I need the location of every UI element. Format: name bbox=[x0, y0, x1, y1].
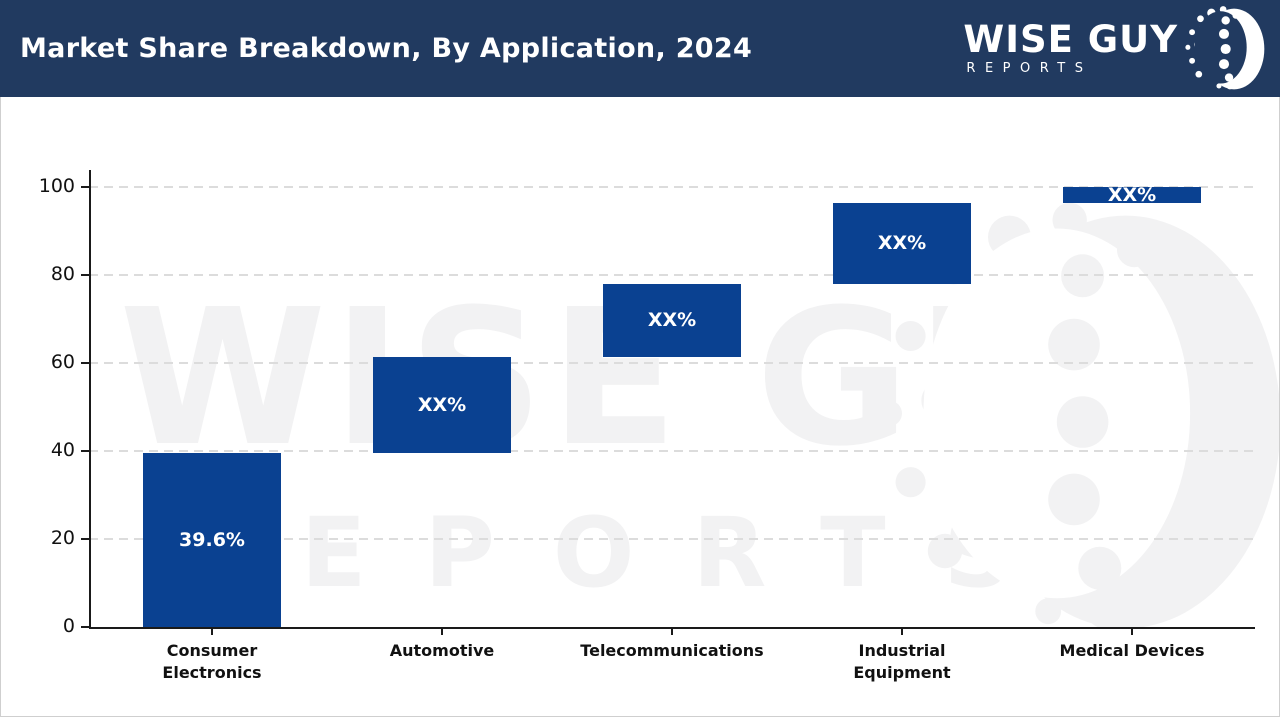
chart-canvas: WISE GUY REPORTS 0 20 40 60 80 100 39.6% Consum… bbox=[0, 97, 1280, 717]
y-tick-label: 60 bbox=[50, 351, 75, 373]
gridline bbox=[89, 538, 1254, 540]
x-tick-label: Automotive bbox=[389, 641, 495, 660]
y-tick-mark bbox=[81, 362, 89, 364]
y-tick-label: 40 bbox=[50, 439, 75, 461]
logo-wordmark: WISE GUY bbox=[963, 18, 1178, 61]
x-axis-line bbox=[89, 627, 1255, 629]
page-title: Market Share Breakdown, By Application, … bbox=[20, 33, 753, 64]
watermark-subtitle: REPORTS bbox=[169, 497, 1071, 609]
x-tick-mark bbox=[1131, 629, 1133, 635]
x-tick-label: Medical Devices bbox=[1059, 641, 1205, 660]
bar-segment: 39.6% bbox=[143, 452, 281, 627]
y-tick-mark bbox=[81, 626, 89, 628]
gridline bbox=[89, 362, 1254, 364]
gridline bbox=[89, 450, 1254, 452]
header-bar: Market Share Breakdown, By Application, … bbox=[0, 0, 1280, 97]
x-tick-label: Industrial Equipment bbox=[853, 641, 951, 682]
plot-area: 0 20 40 60 80 100 39.6% Consumer Electronics XX%… bbox=[1, 97, 1279, 716]
logo-text: WISE GUY REPORTS bbox=[963, 21, 1178, 76]
y-tick-label: 0 bbox=[62, 615, 75, 637]
bar-value-label: XX% bbox=[1107, 183, 1157, 206]
wise-guy-logo: WISE GUY REPORTS bbox=[963, 5, 1280, 93]
x-tick-mark bbox=[441, 629, 443, 635]
y-tick-label: 100 bbox=[38, 175, 75, 197]
y-tick-mark bbox=[81, 450, 89, 452]
bar-segment: XX% bbox=[603, 283, 741, 357]
bar-value-label: 39.6% bbox=[179, 528, 245, 551]
y-tick-label: 80 bbox=[50, 263, 75, 285]
y-tick-label: 20 bbox=[50, 527, 75, 549]
bar-value-label: XX% bbox=[647, 309, 697, 332]
y-tick-mark bbox=[81, 538, 89, 540]
x-tick-mark bbox=[211, 629, 213, 635]
y-tick-mark bbox=[81, 274, 89, 276]
y-axis-line bbox=[89, 170, 91, 629]
watermark-head-icon bbox=[876, 202, 1279, 629]
bar-segment: XX% bbox=[1063, 183, 1201, 206]
x-tick-mark bbox=[901, 629, 903, 635]
bar-segment: XX% bbox=[833, 202, 971, 284]
logo-subtitle: REPORTS bbox=[966, 61, 1093, 76]
x-tick-mark bbox=[671, 629, 673, 635]
bar-value-label: XX% bbox=[417, 393, 467, 416]
dotted-head-icon bbox=[1185, 5, 1265, 89]
x-tick-label: Telecommunications bbox=[580, 641, 764, 660]
gridline bbox=[89, 186, 1254, 188]
y-tick-mark bbox=[81, 186, 89, 188]
gridline bbox=[89, 274, 1254, 276]
bar-value-label: XX% bbox=[877, 232, 927, 255]
x-tick-label: Consumer Electronics bbox=[162, 641, 262, 682]
bar-segment: XX% bbox=[373, 356, 511, 453]
